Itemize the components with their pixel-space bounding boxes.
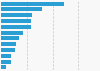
Bar — [1, 1, 64, 6]
Bar — [1, 42, 16, 46]
Bar — [1, 59, 11, 64]
Bar — [1, 7, 42, 12]
Bar — [1, 31, 23, 35]
Bar — [1, 54, 11, 58]
Bar — [1, 25, 31, 29]
Bar — [1, 19, 31, 23]
Bar — [1, 13, 32, 17]
Bar — [1, 48, 15, 52]
Bar — [1, 36, 19, 40]
Bar — [1, 65, 6, 70]
